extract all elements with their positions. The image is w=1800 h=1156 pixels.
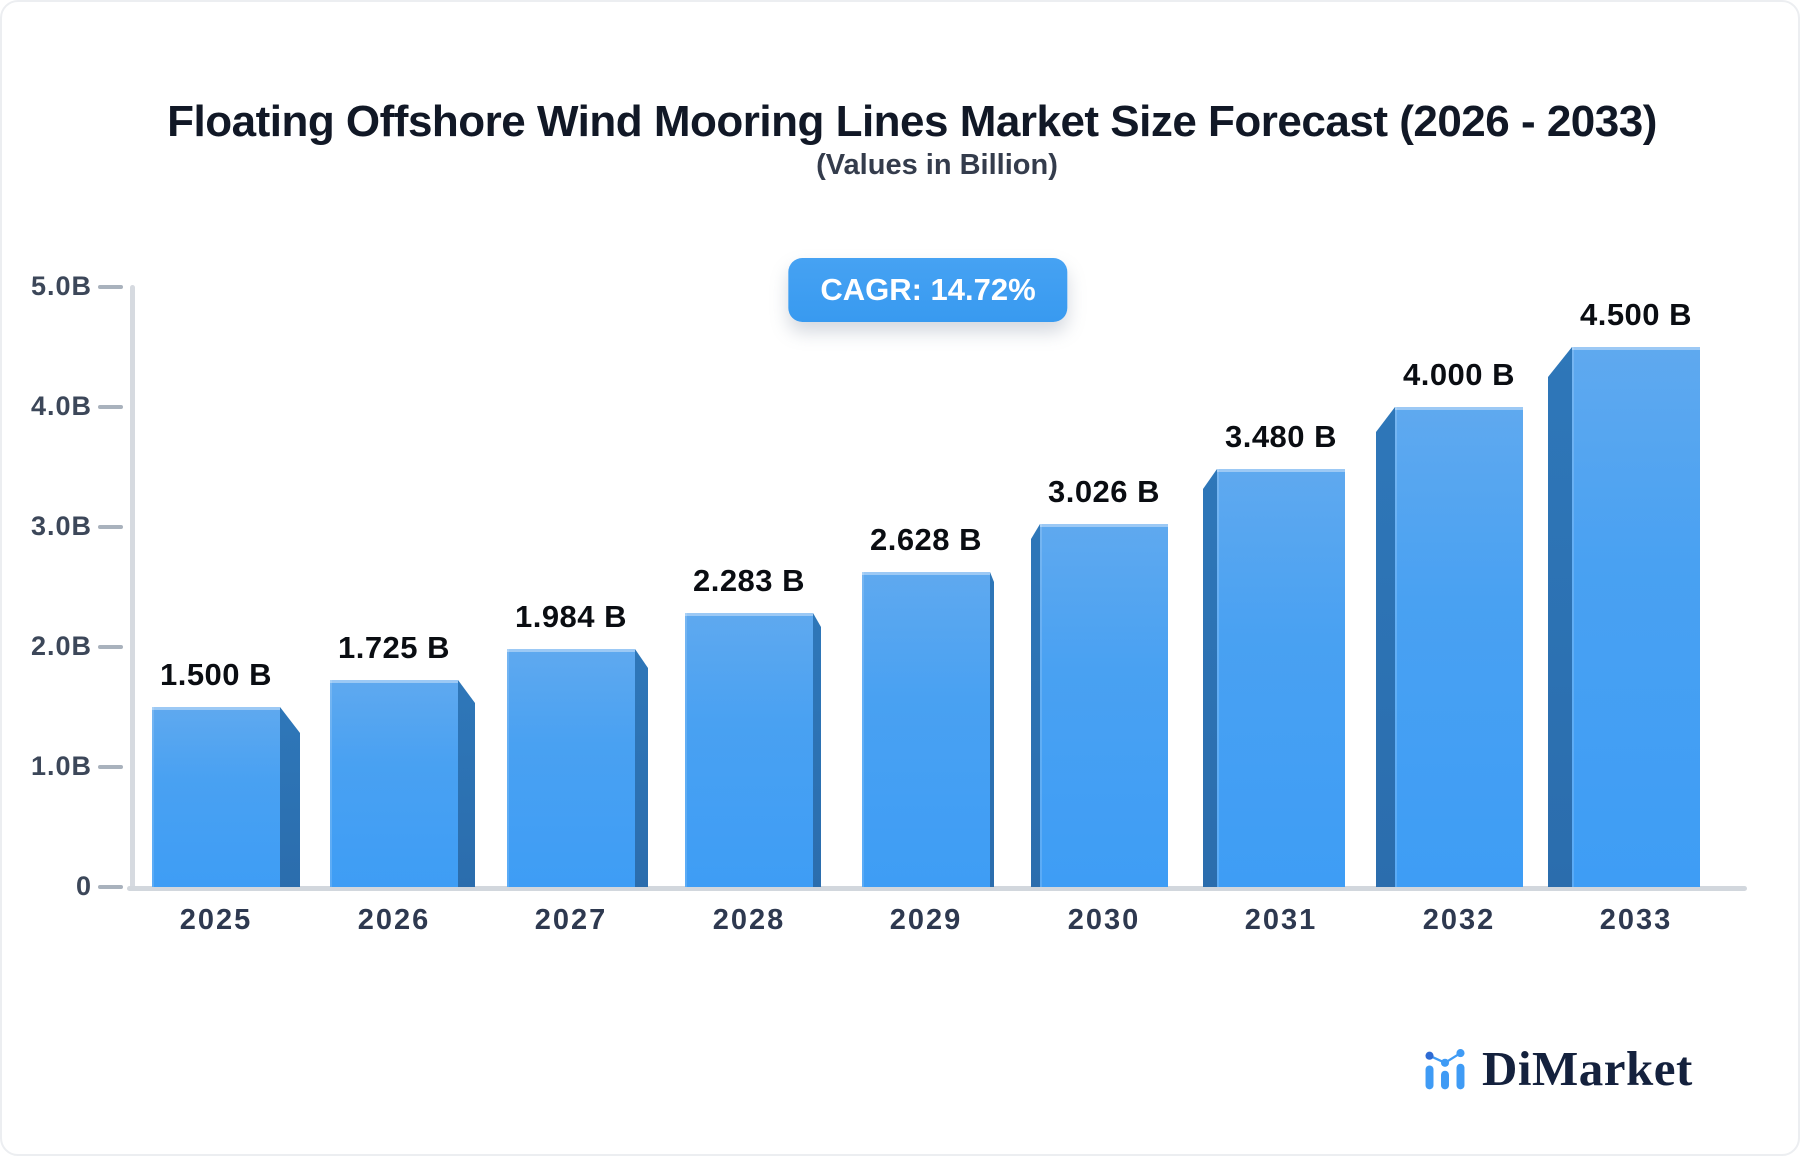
- chart-title: Floating Offshore Wind Mooring Lines Mar…: [167, 97, 1657, 146]
- x-axis-line: [127, 886, 1747, 891]
- bar-3d-side: [1203, 469, 1217, 887]
- y-tick-mark: [98, 645, 123, 649]
- brand-logo: DiMarket: [1422, 1040, 1693, 1097]
- y-axis-line: [130, 285, 135, 891]
- x-tick-label: 2025: [179, 904, 253, 936]
- bar-3d-side: [1548, 347, 1572, 887]
- brand-name: DiMarket: [1482, 1041, 1693, 1096]
- y-tick-label: 4.0B: [30, 391, 92, 421]
- bar-3d-side: [635, 649, 648, 887]
- y-tick-mark: [98, 765, 123, 769]
- bar: [152, 707, 280, 887]
- bar-3d-side: [280, 707, 300, 887]
- y-tick-label: 2.0B: [30, 631, 92, 661]
- bar-3d-side: [1031, 524, 1040, 887]
- x-tick-label: 2033: [1599, 904, 1673, 936]
- x-tick-label: 2026: [357, 904, 431, 936]
- bar: [1217, 469, 1345, 887]
- y-tick-label: 5.0B: [30, 271, 92, 301]
- bar-3d-side: [990, 572, 994, 887]
- y-tick-mark: [98, 285, 123, 289]
- bar-value-label: 3.480 B: [1224, 419, 1338, 454]
- bar-chart-logo-icon: [1425, 1048, 1465, 1089]
- bar-3d-side: [458, 680, 475, 887]
- chart-subtitle: (Values in Billion): [816, 149, 1058, 181]
- bar: [862, 572, 990, 887]
- bar-value-label: 2.283 B: [692, 563, 806, 598]
- bar-value-label: 4.500 B: [1579, 297, 1693, 332]
- x-tick-label: 2029: [889, 904, 963, 936]
- x-tick-label: 2028: [712, 904, 786, 936]
- y-tick-label: 0: [75, 871, 92, 901]
- bar: [507, 649, 635, 887]
- bar: [1572, 347, 1700, 887]
- bar: [1040, 524, 1168, 887]
- x-tick-label: 2031: [1244, 904, 1318, 936]
- bar-value-label: 1.725 B: [337, 630, 451, 665]
- bar-3d-side: [813, 613, 821, 887]
- x-tick-label: 2032: [1422, 904, 1496, 936]
- x-tick-label: 2027: [534, 904, 608, 936]
- bar-value-label: 1.500 B: [159, 657, 273, 692]
- bar-value-label: 3.026 B: [1047, 474, 1161, 509]
- y-tick-mark: [98, 525, 123, 529]
- bar-value-label: 1.984 B: [514, 599, 628, 634]
- bar-value-label: 4.000 B: [1402, 357, 1516, 392]
- bar-value-label: 2.628 B: [869, 522, 983, 557]
- y-tick-label: 1.0B: [30, 751, 92, 781]
- bar-3d-side: [1376, 407, 1395, 887]
- x-tick-label: 2030: [1067, 904, 1141, 936]
- cagr-badge: CAGR: 14.72%: [788, 258, 1068, 322]
- y-tick-label: 3.0B: [30, 511, 92, 541]
- y-tick-mark: [98, 885, 123, 889]
- bar: [330, 680, 458, 887]
- bar: [1395, 407, 1523, 887]
- y-tick-mark: [98, 405, 123, 409]
- bar: [685, 613, 813, 887]
